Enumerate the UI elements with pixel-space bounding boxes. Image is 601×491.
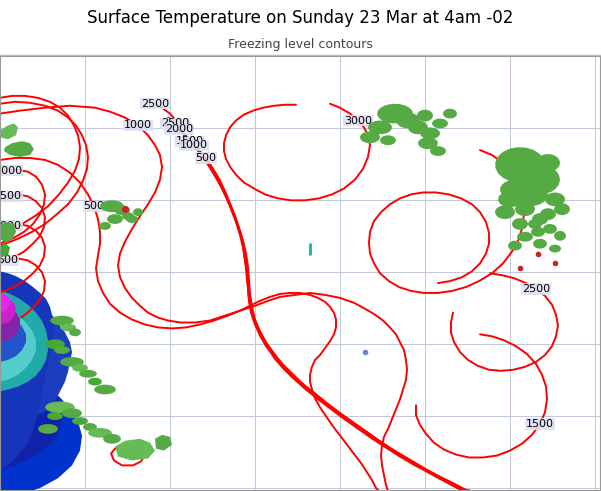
Polygon shape: [554, 231, 566, 241]
Polygon shape: [533, 239, 547, 248]
Polygon shape: [83, 423, 97, 431]
Polygon shape: [38, 424, 58, 434]
Text: 2500: 2500: [141, 99, 169, 109]
Polygon shape: [515, 202, 535, 216]
Text: 2500: 2500: [522, 284, 550, 294]
Polygon shape: [554, 203, 570, 215]
Polygon shape: [430, 146, 446, 156]
Polygon shape: [122, 212, 134, 220]
Text: 1000: 1000: [0, 221, 22, 231]
Polygon shape: [531, 227, 545, 237]
Polygon shape: [0, 309, 36, 411]
Polygon shape: [100, 200, 124, 212]
Polygon shape: [0, 297, 16, 352]
Polygon shape: [368, 120, 392, 134]
Polygon shape: [50, 316, 74, 326]
Polygon shape: [0, 306, 20, 372]
Polygon shape: [0, 244, 10, 257]
Text: 500: 500: [195, 153, 216, 163]
Polygon shape: [420, 128, 440, 139]
Polygon shape: [0, 123, 18, 139]
Polygon shape: [155, 435, 172, 451]
Polygon shape: [126, 215, 138, 223]
Polygon shape: [380, 136, 396, 145]
Polygon shape: [495, 147, 545, 183]
Polygon shape: [99, 222, 111, 230]
Polygon shape: [532, 213, 548, 225]
Polygon shape: [94, 385, 116, 394]
Polygon shape: [360, 132, 380, 143]
Polygon shape: [549, 245, 561, 252]
Text: 1500: 1500: [0, 191, 22, 201]
Polygon shape: [47, 412, 63, 420]
Polygon shape: [115, 439, 155, 461]
Polygon shape: [88, 428, 112, 437]
Text: 2500: 2500: [161, 118, 189, 129]
Polygon shape: [60, 324, 76, 331]
Polygon shape: [536, 154, 560, 172]
Text: 3000: 3000: [344, 115, 372, 126]
Text: 2000: 2000: [165, 124, 193, 135]
Polygon shape: [520, 165, 560, 194]
Polygon shape: [79, 370, 97, 378]
Text: Freezing level contours: Freezing level contours: [228, 37, 373, 51]
Polygon shape: [512, 183, 548, 206]
Polygon shape: [498, 191, 522, 207]
Polygon shape: [432, 118, 448, 128]
Polygon shape: [508, 241, 522, 250]
Polygon shape: [4, 141, 34, 157]
Polygon shape: [62, 409, 82, 418]
Polygon shape: [417, 109, 433, 121]
Polygon shape: [107, 214, 123, 224]
Polygon shape: [88, 378, 102, 385]
Polygon shape: [377, 104, 413, 123]
Polygon shape: [500, 180, 530, 199]
Polygon shape: [517, 232, 533, 242]
Polygon shape: [495, 205, 515, 219]
Text: 1500: 1500: [526, 419, 554, 429]
Polygon shape: [0, 271, 54, 491]
Polygon shape: [528, 219, 542, 229]
Polygon shape: [45, 339, 65, 349]
Polygon shape: [60, 357, 84, 367]
Text: 500: 500: [84, 201, 105, 211]
Text: 1000: 1000: [180, 140, 208, 150]
Polygon shape: [408, 120, 428, 134]
Polygon shape: [0, 369, 82, 491]
Polygon shape: [54, 346, 70, 354]
Polygon shape: [103, 434, 121, 443]
Polygon shape: [72, 417, 88, 425]
Polygon shape: [396, 112, 420, 128]
Polygon shape: [69, 328, 81, 336]
Text: 500: 500: [0, 255, 19, 266]
Polygon shape: [72, 364, 88, 372]
Polygon shape: [443, 109, 457, 118]
Polygon shape: [0, 275, 72, 491]
Polygon shape: [545, 192, 565, 206]
Polygon shape: [45, 402, 75, 413]
Polygon shape: [114, 205, 130, 215]
Polygon shape: [0, 293, 10, 334]
Polygon shape: [540, 208, 556, 220]
Text: 1000: 1000: [124, 120, 152, 131]
Polygon shape: [0, 349, 62, 491]
Text: Surface Temperature on Sunday 23 Mar at 4am -02: Surface Temperature on Sunday 23 Mar at …: [87, 9, 514, 27]
Polygon shape: [0, 291, 48, 431]
Polygon shape: [418, 137, 438, 149]
Polygon shape: [0, 222, 16, 242]
Polygon shape: [0, 314, 26, 391]
Text: 2000: 2000: [0, 166, 22, 176]
Polygon shape: [512, 218, 528, 230]
Text: 1500: 1500: [176, 136, 204, 146]
Polygon shape: [543, 224, 557, 234]
Polygon shape: [133, 208, 143, 216]
